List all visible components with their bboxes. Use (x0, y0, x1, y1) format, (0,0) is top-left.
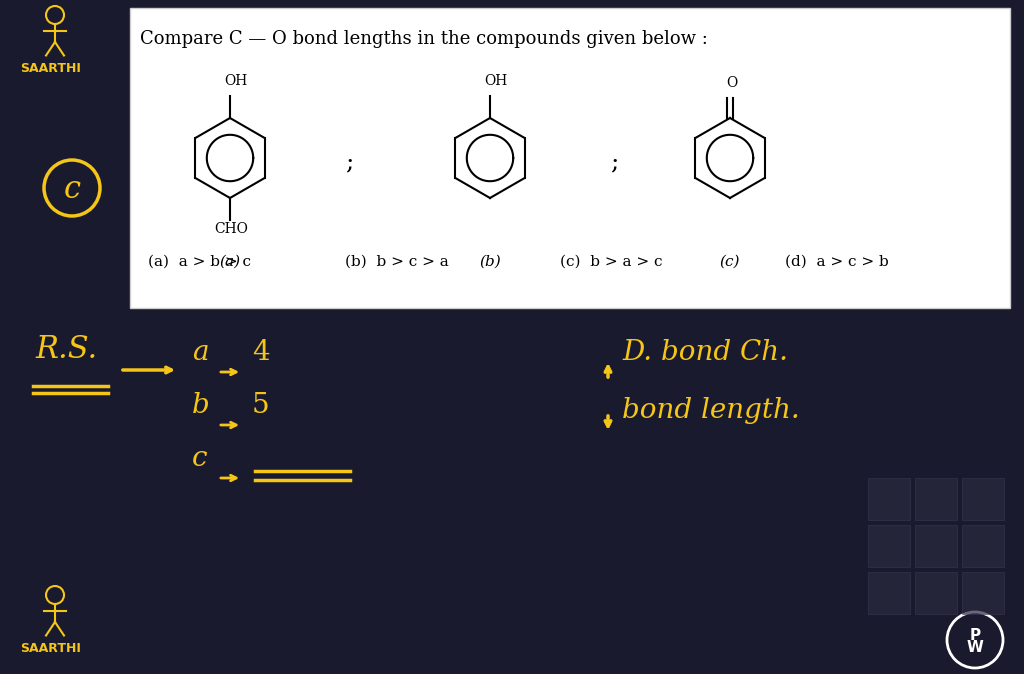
FancyBboxPatch shape (868, 525, 910, 567)
Text: 4: 4 (252, 339, 269, 366)
Text: (b): (b) (479, 255, 501, 269)
Text: c: c (63, 175, 81, 206)
Text: 5: 5 (252, 392, 269, 419)
Text: P: P (970, 628, 981, 644)
Text: R.S.: R.S. (35, 334, 97, 365)
Text: (b)  b > c > a: (b) b > c > a (345, 255, 449, 269)
FancyBboxPatch shape (915, 572, 957, 614)
Text: (a)  a > b > c: (a) a > b > c (148, 255, 251, 269)
Text: ;: ; (345, 150, 353, 173)
FancyBboxPatch shape (130, 8, 1010, 308)
Text: OH: OH (484, 74, 507, 88)
Text: Compare C — O bond lengths in the compounds given below :: Compare C — O bond lengths in the compou… (140, 30, 708, 48)
Text: (c): (c) (720, 255, 740, 269)
Text: OH: OH (224, 74, 247, 88)
Text: CHO: CHO (214, 222, 248, 236)
FancyBboxPatch shape (868, 478, 910, 520)
Text: SAARTHI: SAARTHI (20, 62, 81, 75)
FancyBboxPatch shape (962, 572, 1004, 614)
Text: b: b (193, 392, 210, 419)
Text: (d)  a > c > b: (d) a > c > b (785, 255, 889, 269)
Text: c: c (193, 445, 208, 472)
FancyBboxPatch shape (915, 525, 957, 567)
Text: (a): (a) (219, 255, 241, 269)
Text: SAARTHI: SAARTHI (20, 642, 81, 655)
Text: (c)  b > a > c: (c) b > a > c (560, 255, 663, 269)
Text: D. bond Ch.: D. bond Ch. (622, 339, 788, 366)
FancyBboxPatch shape (962, 525, 1004, 567)
Text: O: O (726, 76, 737, 90)
Text: W: W (967, 640, 983, 656)
Text: bond length.: bond length. (622, 397, 800, 424)
Text: a: a (193, 339, 209, 366)
FancyBboxPatch shape (962, 478, 1004, 520)
Text: ;: ; (610, 150, 618, 173)
FancyBboxPatch shape (915, 478, 957, 520)
FancyBboxPatch shape (868, 572, 910, 614)
